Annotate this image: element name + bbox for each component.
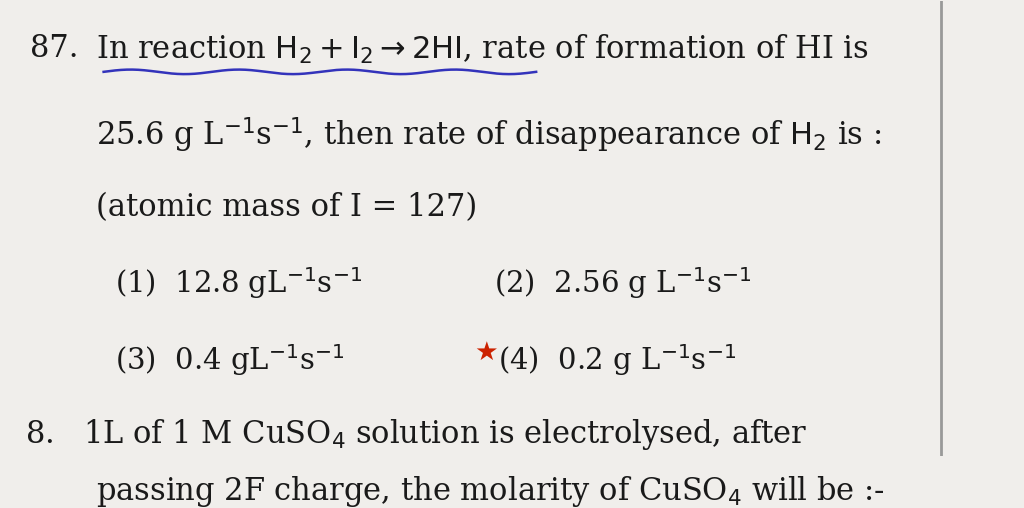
Text: (atomic mass of I = 127): (atomic mass of I = 127) xyxy=(96,193,477,224)
Text: ★: ★ xyxy=(475,340,499,366)
Text: In reaction $\mathrm{H_2+I_2\rightarrow 2HI}$, rate of formation of HI is: In reaction $\mathrm{H_2+I_2\rightarrow … xyxy=(96,33,868,67)
Text: passing 2F charge, the molarity of CuSO$_4$ will be :-: passing 2F charge, the molarity of CuSO$… xyxy=(96,474,885,508)
Text: 8.   1L of 1 M CuSO$_4$ solution is electrolysed, after: 8. 1L of 1 M CuSO$_4$ solution is electr… xyxy=(25,418,808,452)
Text: 25.6 g L$^{-1}$s$^{-1}$, then rate of disappearance of $\mathrm{H_2}$ is :: 25.6 g L$^{-1}$s$^{-1}$, then rate of di… xyxy=(96,115,882,154)
Text: (2)  2.56 g L$^{-1}$s$^{-1}$: (2) 2.56 g L$^{-1}$s$^{-1}$ xyxy=(494,265,752,301)
Text: 87.: 87. xyxy=(30,33,78,64)
Text: (4)  0.2 g L$^{-1}$s$^{-1}$: (4) 0.2 g L$^{-1}$s$^{-1}$ xyxy=(499,342,736,378)
Text: (3)  0.4 gL$^{-1}$s$^{-1}$: (3) 0.4 gL$^{-1}$s$^{-1}$ xyxy=(115,342,345,378)
Text: (1)  12.8 gL$^{-1}$s$^{-1}$: (1) 12.8 gL$^{-1}$s$^{-1}$ xyxy=(115,265,362,301)
